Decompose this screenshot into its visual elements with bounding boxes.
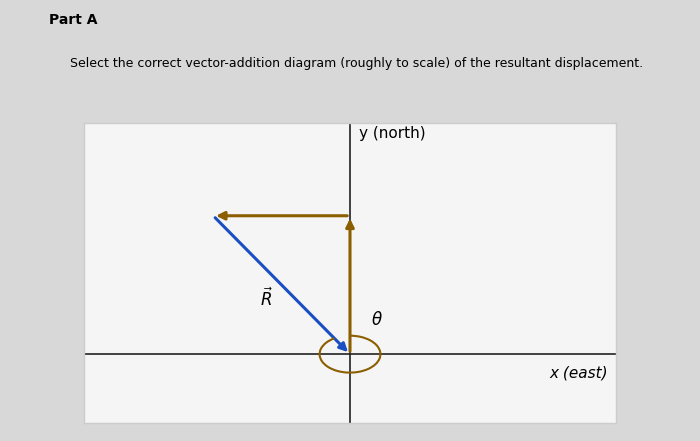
Text: $\vec{R}$: $\vec{R}$ <box>260 288 273 310</box>
Text: θ: θ <box>372 310 382 329</box>
Text: Select the correct vector-addition diagram (roughly to scale) of the resultant d: Select the correct vector-addition diagr… <box>70 57 643 70</box>
Text: x (east): x (east) <box>550 366 608 381</box>
Text: y (north): y (north) <box>359 126 426 141</box>
Text: Part A: Part A <box>49 13 97 27</box>
